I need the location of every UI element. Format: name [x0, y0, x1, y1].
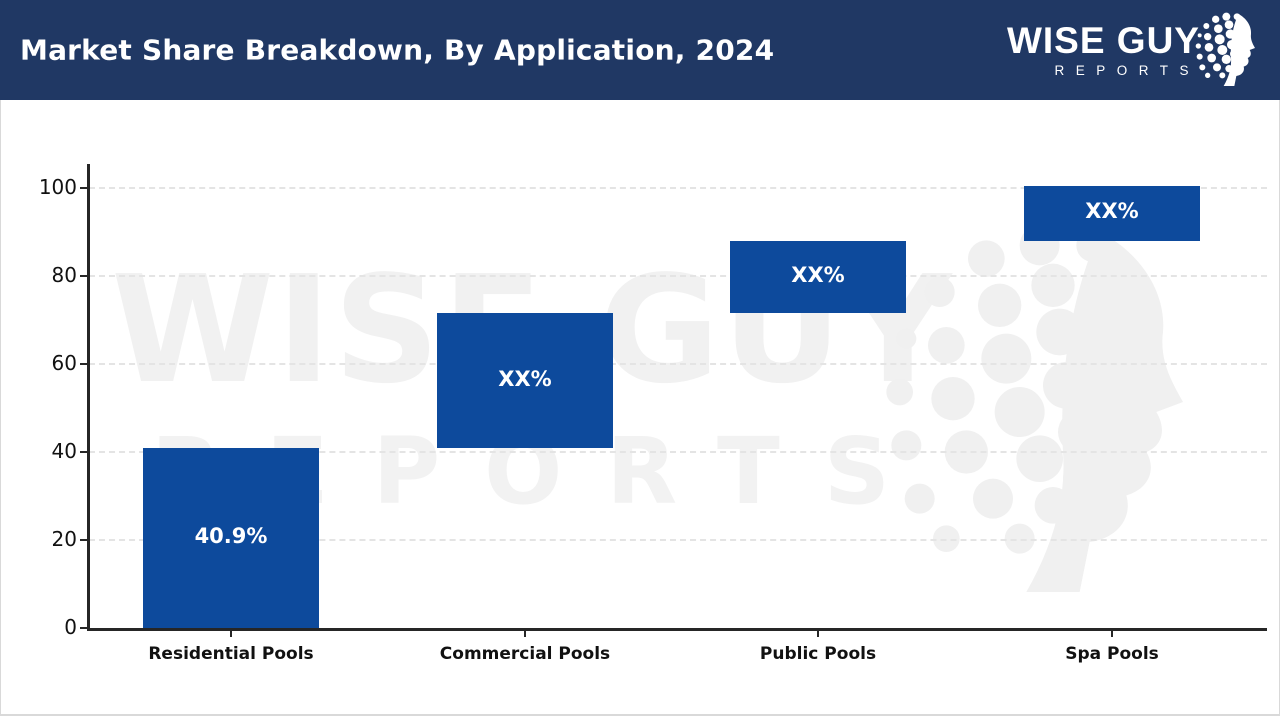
brand-subtitle: REPORTS	[1054, 63, 1200, 78]
plot: 0 20 40 60 80 100 40.9% Residential Pools XX% Com…	[1, 100, 1279, 714]
x-axis-tick	[230, 630, 232, 637]
y-axis-tick-label: 80	[51, 263, 77, 287]
x-axis-tick	[817, 630, 819, 637]
y-axis-tick	[80, 275, 88, 277]
brand-name: WISE GUY	[1006, 20, 1200, 61]
gridline	[89, 187, 1267, 189]
y-axis-tick	[80, 627, 88, 629]
bar-value-label: XX%	[498, 366, 552, 391]
brand-logo: WISE GUY REPORTS	[1007, 10, 1264, 90]
x-axis-line	[87, 628, 1267, 631]
x-axis-category-label: Residential Pools	[148, 644, 314, 664]
watermark-head-icon	[886, 225, 1183, 592]
brand-text: WISE GUY REPORTS	[1007, 22, 1200, 78]
x-axis-category-label: Commercial Pools	[439, 644, 611, 664]
bar-value-label: XX%	[791, 263, 845, 288]
y-axis-tick-label: 40	[51, 439, 77, 463]
bar-segment	[1024, 185, 1200, 241]
bar-value-label: XX%	[1085, 199, 1139, 224]
bar-segment	[730, 240, 906, 314]
gridline	[89, 363, 1267, 365]
y-axis-tick	[80, 187, 88, 189]
logo-head-icon	[1195, 12, 1255, 86]
gridline	[89, 539, 1267, 541]
x-axis-category-label: Public Pools	[759, 644, 877, 664]
header-bar: Market Share Breakdown, By Application, …	[0, 0, 1280, 100]
y-axis-tick	[80, 451, 88, 453]
x-axis-tick	[1111, 630, 1113, 637]
bar-segment	[143, 448, 319, 628]
x-axis-tick	[524, 630, 526, 637]
bar-segment	[437, 313, 613, 449]
chart-title: Market Share Breakdown, By Application, …	[20, 33, 775, 67]
y-axis-tick	[80, 539, 88, 541]
y-axis-tick-label: 0	[64, 615, 77, 639]
y-axis-tick-label: 100	[38, 175, 77, 199]
y-axis-tick-label: 20	[51, 527, 77, 551]
x-axis-category-label: Spa Pools	[1065, 644, 1159, 664]
gridline	[89, 275, 1267, 277]
bar-value-label: 40.9%	[194, 524, 268, 549]
gridline	[89, 451, 1267, 453]
y-axis-line	[87, 164, 90, 630]
chart-area: WISE GUY REPORTS 0 20 40 60 80 100 40.9% Reside…	[0, 100, 1280, 716]
y-axis-tick	[80, 363, 88, 365]
y-axis-tick-label: 60	[51, 351, 77, 375]
